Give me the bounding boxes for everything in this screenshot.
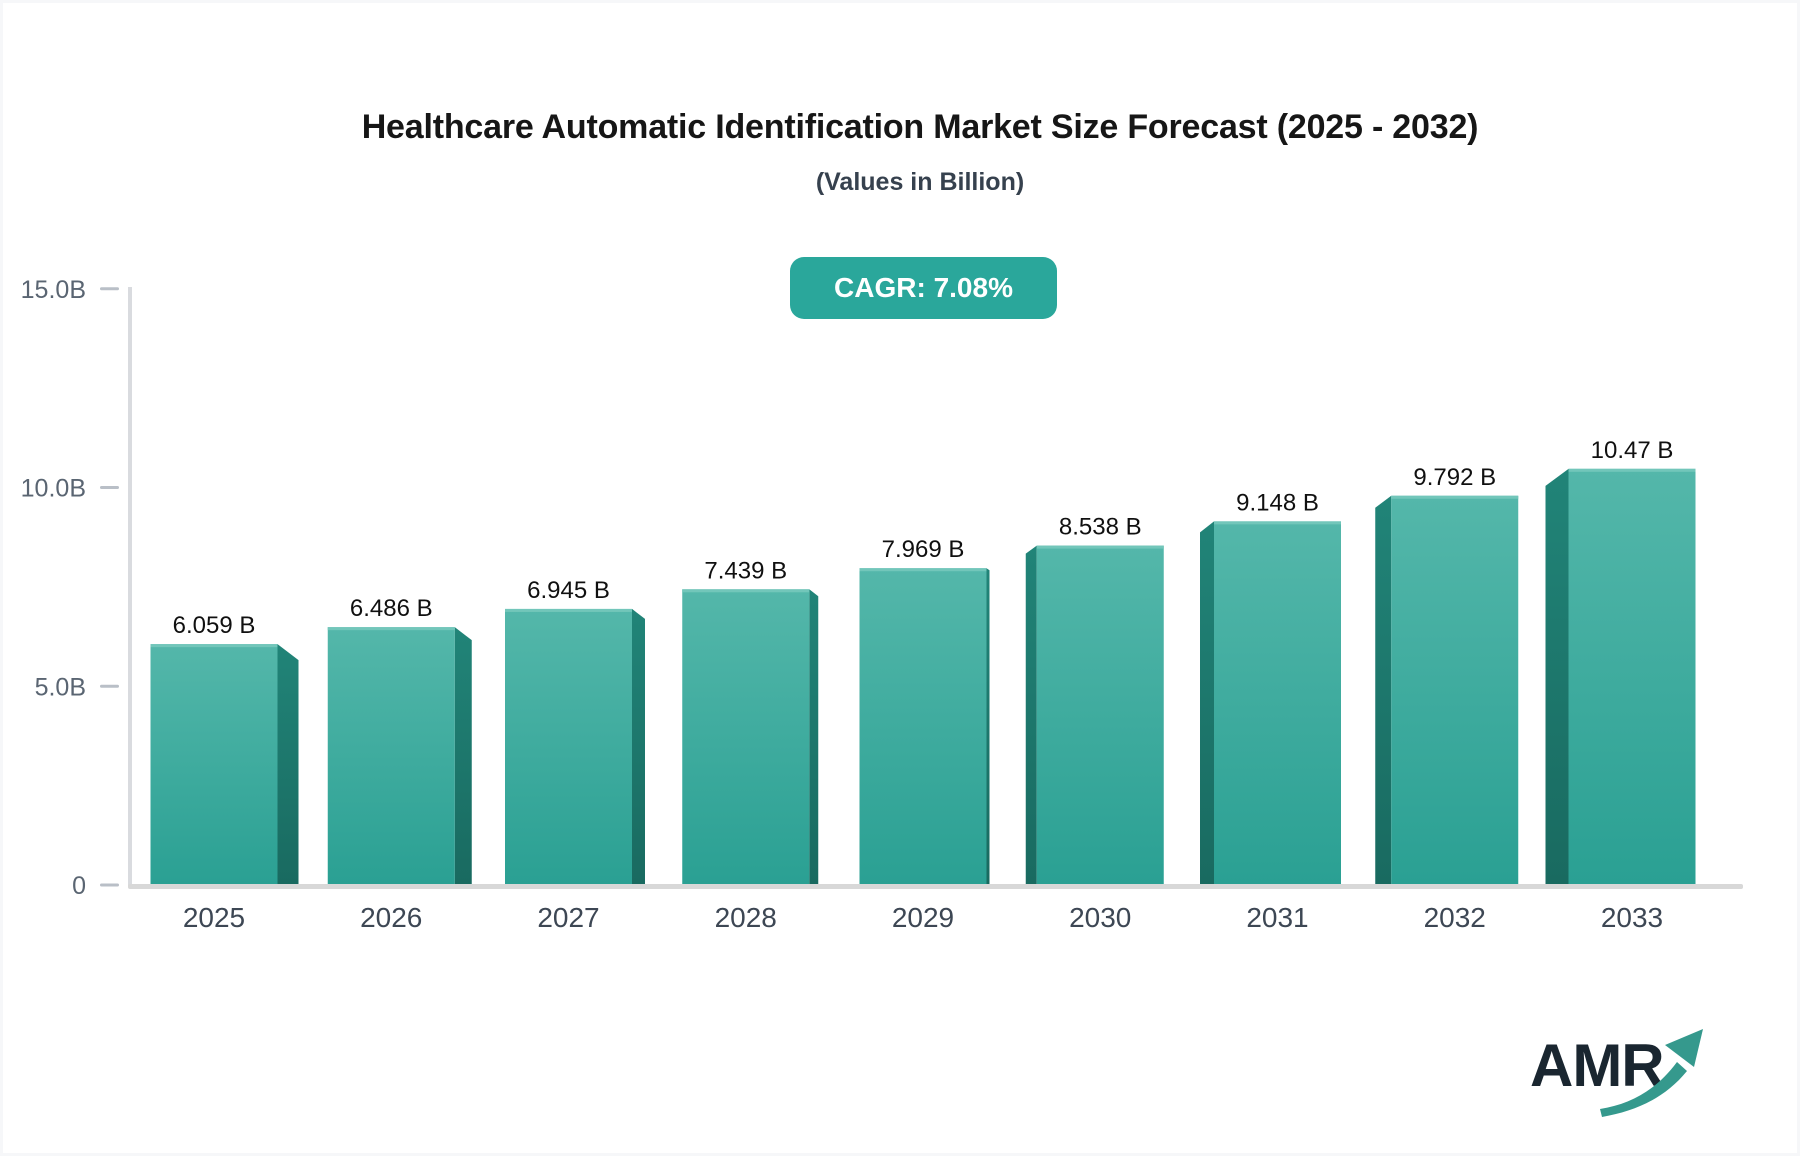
bar-2029[interactable]: 7.969 B 2029 [859, 536, 990, 933]
bar-2026[interactable]: 6.486 B 2026 [327, 595, 472, 933]
bar-front-face [327, 627, 455, 885]
x-axis-label: 2029 [892, 902, 954, 933]
bar-2027[interactable]: 6.945 B 2027 [505, 577, 645, 933]
bar-top-edge [327, 627, 455, 631]
bar-top-edge [1036, 545, 1164, 549]
bar-front-face [1214, 521, 1341, 885]
chart-subtitle: (Values in Billion) [815, 168, 1025, 196]
bar-value-label: 6.059 B [173, 612, 256, 639]
bar-side-face [1545, 468, 1569, 885]
bar-value-label: 10.47 B [1591, 437, 1674, 464]
bar-value-label: 7.969 B [882, 536, 965, 563]
logo-text: AMR [1530, 1032, 1664, 1099]
x-axis-label: 2025 [183, 902, 245, 933]
y-tick-mark [100, 883, 119, 887]
bar-value-label: 8.538 B [1059, 514, 1142, 541]
bar-side-face [1025, 545, 1037, 885]
cagr-badge: CAGR: 7.08% [790, 257, 1057, 319]
y-tick-mark [100, 486, 119, 489]
x-axis-label: 2026 [360, 902, 422, 933]
x-axis-label: 2033 [1601, 902, 1663, 933]
bar-value-label: 6.486 B [350, 595, 433, 622]
x-axis-label: 2028 [715, 902, 777, 933]
bar-top-edge [1214, 521, 1341, 525]
chart-title: Healthcare Automatic Identification Mark… [361, 108, 1479, 146]
bar-front-face [1568, 468, 1696, 885]
y-axis-line [128, 287, 132, 887]
bar-top-edge [1568, 468, 1696, 472]
bar-2032[interactable]: 9.792 B 2032 [1375, 464, 1519, 933]
bar-2030[interactable]: 8.538 B 2030 [1025, 514, 1164, 933]
x-axis-baseline [128, 884, 1743, 889]
x-axis-label: 2027 [537, 902, 599, 933]
logo-arrow-swoosh-icon [1600, 1062, 1687, 1117]
x-axis-label: 2030 [1069, 902, 1131, 933]
bar-2031[interactable]: 9.148 B 2031 [1200, 489, 1341, 933]
bar-top-edge [1391, 495, 1519, 499]
y-tick-label: 5.0B [35, 673, 86, 701]
x-axis-label: 2031 [1246, 902, 1308, 933]
bar-2025[interactable]: 6.059 B 2025 [150, 612, 299, 933]
bar-value-label: 6.945 B [527, 577, 610, 604]
y-tick-mark [100, 287, 119, 291]
bar-value-label: 9.792 B [1413, 464, 1496, 491]
logo-arrowhead-icon [1665, 1029, 1703, 1067]
bar-top-edge [682, 589, 810, 593]
bar-top-edge [150, 644, 278, 648]
bar-front-face [1036, 545, 1164, 885]
x-axis-label: 2032 [1424, 902, 1486, 933]
bar-side-face [1375, 495, 1392, 885]
bar-front-face [859, 568, 987, 885]
amr-logo: AMR [1530, 1029, 1703, 1117]
bar-front-face [505, 608, 632, 885]
bar-top-edge [859, 568, 987, 572]
bar-front-face [150, 644, 278, 885]
bar-front-face [1391, 495, 1519, 885]
bar-value-label: 9.148 B [1236, 489, 1319, 516]
bar-side-face [632, 608, 645, 885]
bar-side-face [986, 568, 990, 885]
y-tick-label: 0 [72, 872, 86, 900]
bar-front-face [682, 589, 810, 885]
y-tick-mark [100, 684, 119, 688]
y-tick-label: 15.0B [21, 276, 86, 304]
bar-value-label: 7.439 B [704, 557, 787, 584]
bar-side-face [1200, 521, 1214, 885]
bar-2033[interactable]: 10.47 B 2033 [1545, 437, 1696, 933]
bar-top-edge [505, 608, 632, 612]
bar-side-face [277, 644, 299, 885]
bar-2028[interactable]: 7.439 B 2028 [682, 557, 819, 933]
y-tick-label: 10.0B [21, 475, 86, 503]
bar-side-face [809, 589, 819, 885]
bar-side-face [454, 627, 472, 885]
